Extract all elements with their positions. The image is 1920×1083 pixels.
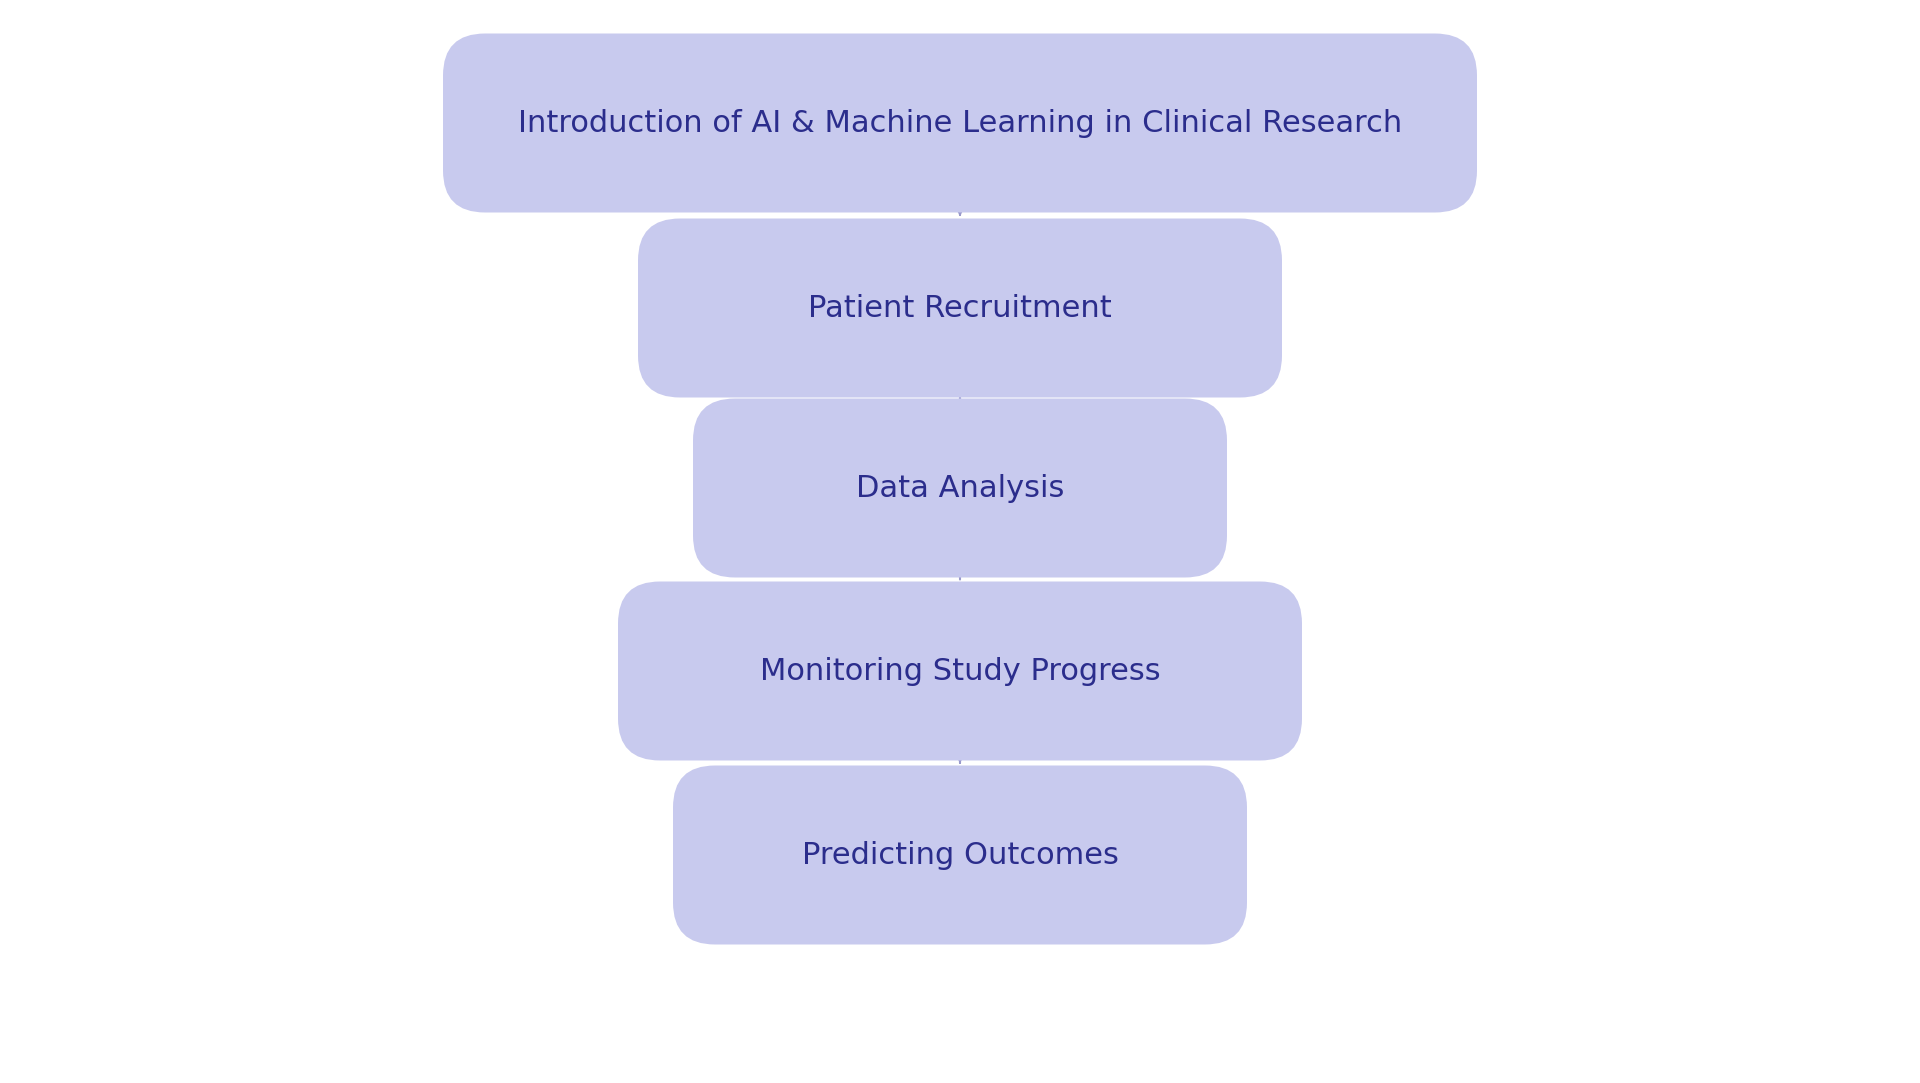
FancyBboxPatch shape: [637, 219, 1283, 397]
Text: Data Analysis: Data Analysis: [856, 473, 1064, 503]
Text: Monitoring Study Progress: Monitoring Study Progress: [760, 656, 1160, 686]
FancyBboxPatch shape: [693, 399, 1227, 577]
FancyBboxPatch shape: [674, 766, 1246, 944]
Text: Introduction of AI & Machine Learning in Clinical Research: Introduction of AI & Machine Learning in…: [518, 108, 1402, 138]
FancyBboxPatch shape: [618, 582, 1302, 760]
FancyBboxPatch shape: [444, 34, 1476, 212]
Text: Predicting Outcomes: Predicting Outcomes: [801, 840, 1119, 870]
Text: Patient Recruitment: Patient Recruitment: [808, 293, 1112, 323]
